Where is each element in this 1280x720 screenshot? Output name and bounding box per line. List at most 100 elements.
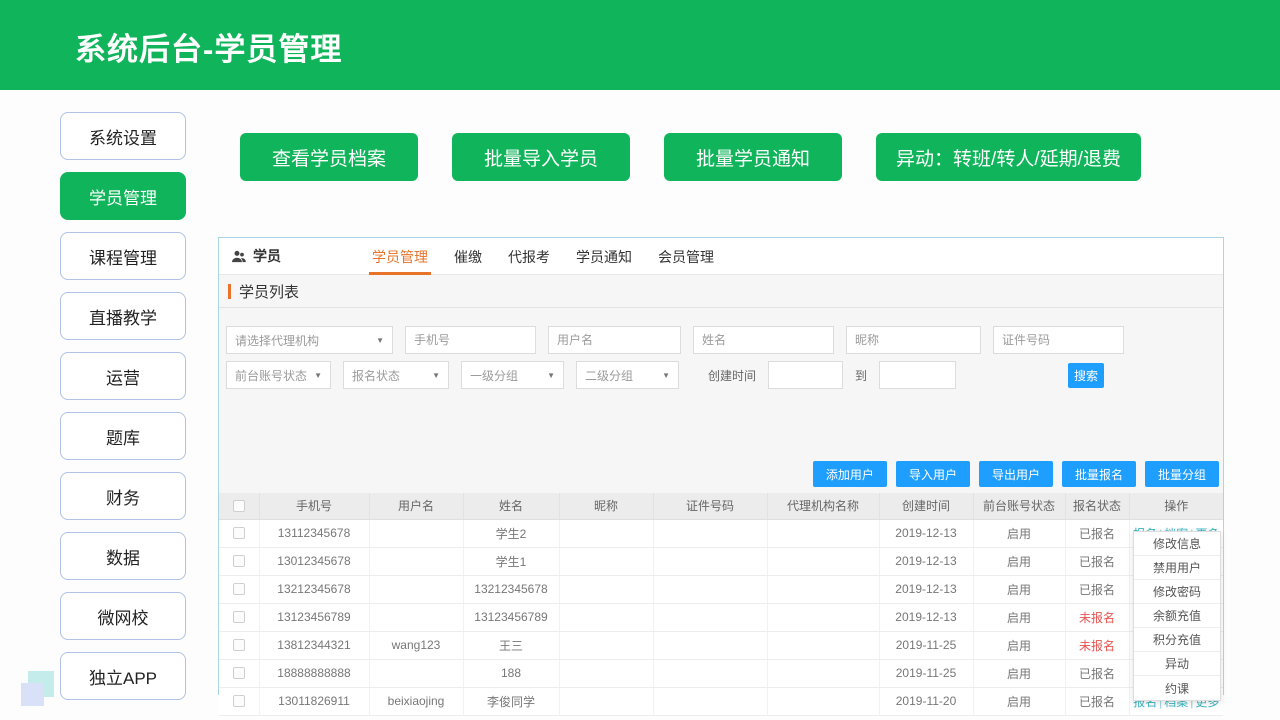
menu-item-积分充值[interactable]: 积分充值 <box>1134 628 1220 652</box>
filter-select[interactable]: 报名状态 ▼ <box>343 361 449 389</box>
table-cell: 2019-12-13 <box>879 519 974 548</box>
section-accent-bar <box>228 283 231 299</box>
menu-item-禁用用户[interactable]: 禁用用户 <box>1134 556 1220 580</box>
date-to-input[interactable] <box>879 361 957 389</box>
signup-status-cell: 已报名 <box>1065 519 1130 548</box>
table-cell <box>767 519 880 548</box>
sidebar-item-题库[interactable]: 题库 <box>60 412 186 460</box>
row-checkbox[interactable] <box>232 583 245 595</box>
sidebar-item-直播教学[interactable]: 直播教学 <box>60 292 186 340</box>
row-checkbox-cell <box>219 631 260 660</box>
row-checkbox[interactable] <box>232 527 245 539</box>
table-cell: 启用 <box>973 603 1066 632</box>
quick-action-button[interactable]: 批量学员通知 <box>664 133 843 181</box>
sidebar-item-课程管理[interactable]: 课程管理 <box>60 232 186 280</box>
select-all-checkbox[interactable] <box>232 499 245 512</box>
section-strip: 学员列表 <box>219 275 1223 308</box>
row-checkbox[interactable] <box>232 667 245 679</box>
sidebar-item-运营[interactable]: 运营 <box>60 352 186 400</box>
chevron-down-icon: ▼ <box>314 370 322 380</box>
student-table: 手机号 用户名 姓名 昵称 证件号码 代理机构名称 创建时间 前台账号状态 报名状态 操作 131… <box>219 493 1223 716</box>
filter-input[interactable] <box>405 326 536 354</box>
column-header: 昵称 <box>559 493 654 520</box>
sidebar-item-数据[interactable]: 数据 <box>60 532 186 580</box>
row-checkbox[interactable] <box>232 611 245 623</box>
quick-actions: 查看学员档案 批量导入学员 批量学员通知 异动：转班/转人/延期/退费 <box>240 133 1141 181</box>
sidebar-item-财务[interactable]: 财务 <box>60 472 186 520</box>
table-cell <box>653 687 768 716</box>
filter-select[interactable]: 前台账号状态 ▼ <box>226 361 331 389</box>
signup-status-cell: 已报名 <box>1065 687 1130 716</box>
bulk-action-button[interactable]: 批量分组 <box>1144 461 1219 487</box>
quick-action-button[interactable]: 查看学员档案 <box>240 133 419 181</box>
table-cell <box>767 659 880 688</box>
panel-tabs: 学员管理 催缴 代报考 学员通知 会员管理 <box>369 238 714 275</box>
filter-select[interactable]: 一级分组 ▼ <box>461 361 564 389</box>
column-header: 代理机构名称 <box>767 493 880 520</box>
table-cell: 启用 <box>973 519 1066 548</box>
menu-item-修改密码[interactable]: 修改密码 <box>1134 580 1220 604</box>
row-checkbox[interactable] <box>232 639 245 651</box>
filter-select-value: 二级分组 <box>585 368 634 383</box>
filter-input[interactable] <box>693 326 834 354</box>
module-title-label: 学员 <box>253 248 281 264</box>
row-checkbox-cell <box>219 519 260 548</box>
row-checkbox[interactable] <box>232 555 245 567</box>
table-cell: 启用 <box>973 547 1066 576</box>
bulk-action-button[interactable]: 导入用户 <box>895 461 970 487</box>
table-cell: 2019-12-13 <box>879 547 974 576</box>
menu-item-异动[interactable]: 异动 <box>1134 652 1220 676</box>
table-cell: 王三 <box>463 631 560 660</box>
tab-代报考[interactable]: 代报考 <box>508 248 550 265</box>
filter-select-value: 请选择代理机构 <box>235 333 320 348</box>
table-cell: 启用 <box>973 687 1066 716</box>
table-cell <box>767 687 880 716</box>
table-cell <box>369 547 464 576</box>
date-from-input[interactable] <box>768 361 844 389</box>
menu-item-约课[interactable]: 约课 <box>1134 676 1220 700</box>
bulk-actions: 添加用户 导入用户 导出用户 批量报名 批量分组 <box>812 461 1219 487</box>
filter-input[interactable] <box>846 326 981 354</box>
filter-input[interactable] <box>993 326 1124 354</box>
quick-action-button[interactable]: 批量导入学员 <box>452 133 631 181</box>
menu-item-修改信息[interactable]: 修改信息 <box>1134 532 1220 556</box>
table-cell <box>767 603 880 632</box>
row-checkbox-cell <box>219 575 260 604</box>
filter-select-value: 一级分组 <box>470 368 519 383</box>
chevron-down-icon: ▼ <box>376 335 384 345</box>
sidebar-item-微网校[interactable]: 微网校 <box>60 592 186 640</box>
tab-学员通知[interactable]: 学员通知 <box>576 248 632 265</box>
table-cell <box>559 687 654 716</box>
table-cell <box>369 519 464 548</box>
table-cell: wang123 <box>369 631 464 660</box>
student-table-wrap: 手机号 用户名 姓名 昵称 证件号码 代理机构名称 创建时间 前台账号状态 报名状态 操作 131… <box>219 493 1223 716</box>
bulk-action-button[interactable]: 添加用户 <box>812 461 887 487</box>
signup-status-cell: 已报名 <box>1065 575 1130 604</box>
table-row: 13212345678132123456782019-12-13启用已报名报名|… <box>219 575 1223 604</box>
filter-select[interactable]: 请选择代理机构 ▼ <box>226 326 393 354</box>
quick-action-button[interactable]: 异动：转班/转人/延期/退费 <box>876 133 1141 181</box>
table-cell: beixiaojing <box>369 687 464 716</box>
table-cell <box>653 659 768 688</box>
filter-input[interactable] <box>548 326 681 354</box>
users-icon <box>232 250 247 263</box>
sidebar-item-学员管理[interactable]: 学员管理 <box>60 172 186 220</box>
tab-催缴[interactable]: 催缴 <box>454 248 482 265</box>
sidebar-item-系统设置[interactable]: 系统设置 <box>60 112 186 160</box>
row-checkbox[interactable] <box>232 695 245 707</box>
table-cell: 2019-11-25 <box>879 631 974 660</box>
search-button[interactable]: 搜索 <box>1068 362 1105 388</box>
app-header: 系统后台-学员管理 <box>0 0 1280 90</box>
column-header: 用户名 <box>369 493 464 520</box>
tab-会员管理[interactable]: 会员管理 <box>658 248 714 265</box>
signup-status-cell: 已报名 <box>1065 547 1130 576</box>
tab-学员管理[interactable]: 学员管理 <box>369 238 431 275</box>
bulk-action-button[interactable]: 批量报名 <box>1061 461 1136 487</box>
sidebar: 系统设置学员管理课程管理直播教学运营题库财务数据微网校独立APP <box>60 112 186 712</box>
table-cell: 2019-11-25 <box>879 659 974 688</box>
sidebar-item-独立APP[interactable]: 独立APP <box>60 652 186 700</box>
table-cell: 李俊同学 <box>463 687 560 716</box>
menu-item-余额充值[interactable]: 余额充值 <box>1134 604 1220 628</box>
bulk-action-button[interactable]: 导出用户 <box>978 461 1053 487</box>
filter-select[interactable]: 二级分组 ▼ <box>576 361 679 389</box>
